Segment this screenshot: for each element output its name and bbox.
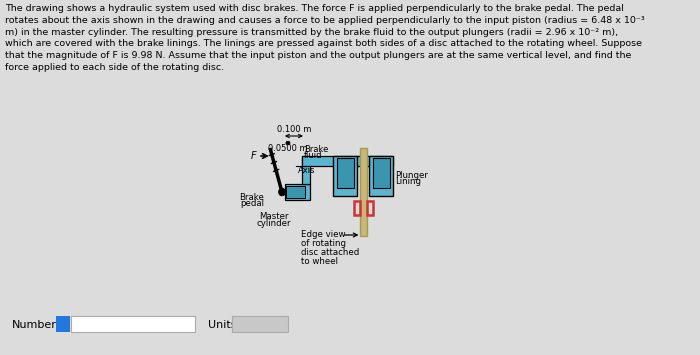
Text: i: i (62, 319, 65, 329)
Text: The drawing shows a hydraulic system used with disc brakes. The force F is appli: The drawing shows a hydraulic system use… (5, 4, 645, 72)
Text: Units: Units (208, 320, 236, 330)
Bar (57, 316, 70, 332)
Bar (284, 184, 310, 200)
Bar (357, 156, 369, 166)
Text: disc attached: disc attached (301, 248, 359, 257)
Text: Plunger: Plunger (395, 170, 428, 180)
Text: cylinder: cylinder (256, 219, 290, 228)
Text: 0.0500 m: 0.0500 m (268, 144, 308, 153)
Text: F: F (251, 151, 256, 161)
Bar (71, 316, 195, 332)
Text: ↕: ↕ (273, 319, 281, 329)
Bar (333, 156, 357, 196)
Text: Master: Master (259, 212, 288, 221)
Bar (369, 156, 393, 196)
Bar (367, 201, 372, 215)
Bar (286, 186, 305, 198)
Circle shape (279, 189, 285, 196)
Bar (337, 158, 354, 188)
Bar (360, 148, 367, 236)
Bar (302, 156, 310, 184)
Text: Edge view: Edge view (301, 230, 345, 239)
Text: Brake: Brake (239, 192, 264, 202)
Text: of rotating: of rotating (301, 239, 346, 248)
Bar (302, 156, 393, 166)
Text: fluid: fluid (304, 151, 323, 160)
Text: Number: Number (12, 320, 57, 330)
Text: Axis: Axis (298, 166, 316, 175)
Text: to wheel: to wheel (301, 257, 338, 266)
Bar (372, 158, 390, 188)
Text: pedal: pedal (240, 200, 264, 208)
Bar (232, 316, 288, 332)
Text: Lining: Lining (395, 178, 421, 186)
Bar (354, 201, 360, 215)
Text: Brake: Brake (304, 145, 328, 154)
Text: 0.100 m: 0.100 m (276, 125, 311, 134)
